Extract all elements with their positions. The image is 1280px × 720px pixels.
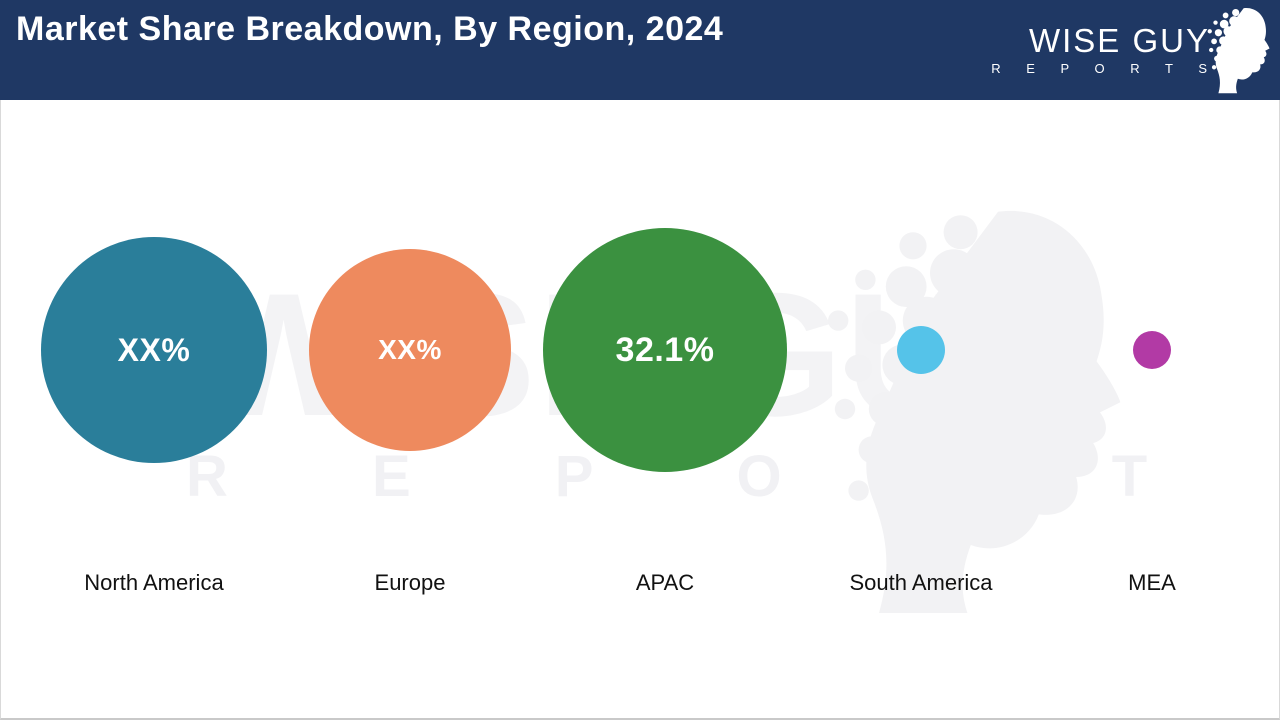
bubble-apac: 32.1% (543, 228, 787, 472)
region-label-europe: Europe (374, 570, 446, 595)
region-label-mea: MEA (1128, 570, 1176, 595)
region-label-apac: APAC (635, 570, 695, 595)
brand-subtitle: R E P O R T S (991, 60, 1218, 76)
region-label-south-america: South America (849, 570, 993, 595)
header-bar: Market Share Breakdown, By Region, 2024 … (0, 0, 1280, 100)
bubble-value: 32.1% (615, 330, 715, 369)
region-label-north-america: North America (84, 570, 224, 595)
dotted-head-icon (1207, 8, 1270, 94)
bubble-europe: XX% (309, 249, 511, 451)
brand-name: WISE GUY (1028, 22, 1210, 60)
watermark-dotted-head-icon (828, 210, 1121, 613)
bubble-mea (1133, 331, 1171, 369)
bubble-north-america: XX% (41, 237, 267, 463)
bubble-value: XX% (117, 331, 191, 368)
bubble-south-america (897, 326, 945, 374)
page-title: Market Share Breakdown, By Region, 2024 (16, 10, 724, 48)
brand-logo-text: WISE GUY R E P O R T S (991, 24, 1210, 76)
brand-logo: WISE GUY R E P O R T S (991, 4, 1276, 96)
bubble-value: XX% (378, 334, 442, 365)
